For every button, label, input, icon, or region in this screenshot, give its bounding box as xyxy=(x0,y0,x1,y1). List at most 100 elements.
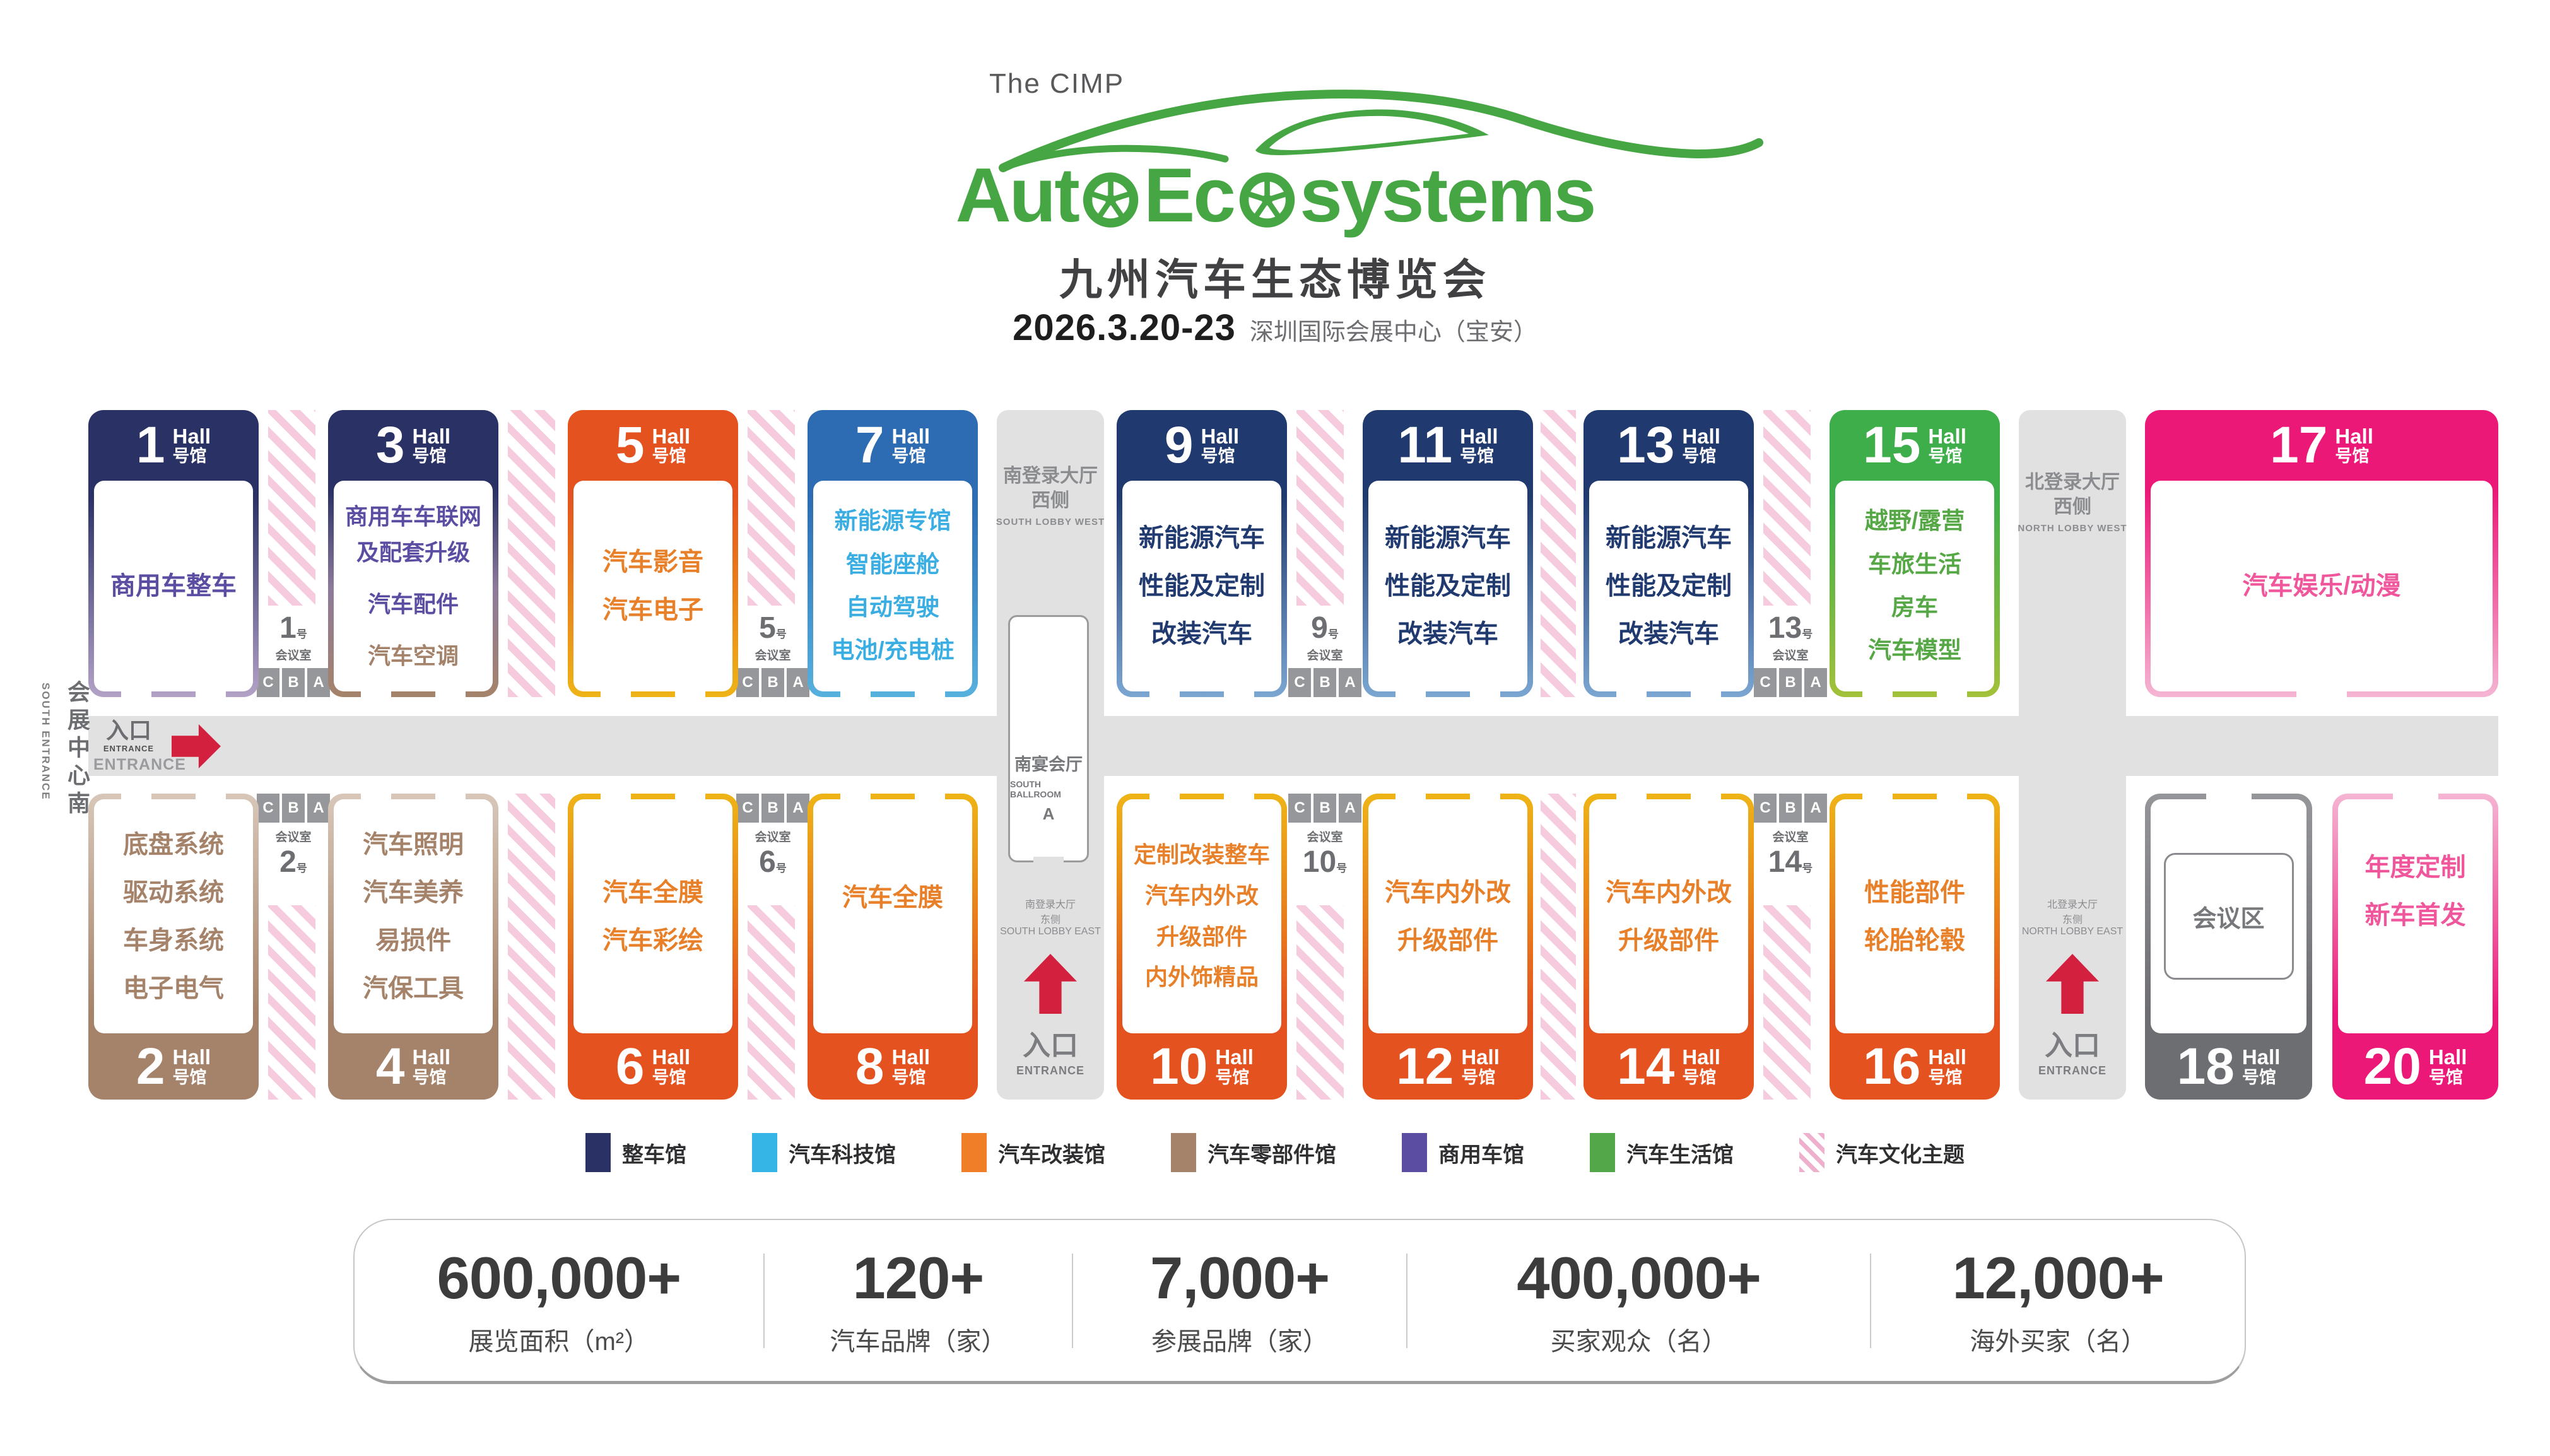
south-lobby-east-cn1: 南登录大厅 xyxy=(1025,900,1076,910)
stat-overseas-buyers-label: 海外买家（名） xyxy=(1970,1327,2147,1356)
hall-6-category: 汽车全膜 xyxy=(602,878,703,907)
conf-14-number: 14 xyxy=(1768,845,1802,879)
culture-stripe xyxy=(268,410,315,606)
culture-stripe xyxy=(748,410,795,606)
expo-venue: 深圳国际会展中心（宝安） xyxy=(1249,319,1537,346)
hall-8-category: 汽车全膜 xyxy=(842,883,943,912)
hall-3-header: 3 Hall 号馆 xyxy=(375,416,451,474)
hall-1-category: 商用车整车 xyxy=(110,572,237,600)
hall-4-category: 易损件 xyxy=(375,926,451,954)
legend-swatch-navy xyxy=(585,1133,611,1172)
stat-divider xyxy=(1406,1253,1407,1348)
stat-overseas-buyers: 12,000+ 海外买家（名） xyxy=(1871,1244,2245,1358)
conf-2-word: 会议室 xyxy=(275,831,312,844)
hall-10-header: 10 Hall 号馆 xyxy=(1150,1037,1254,1095)
hall-3: 3 Hall 号馆 商用车车联网 及配套升级 汽车配件 汽车空调 xyxy=(328,410,498,697)
hall-20-number: 20 xyxy=(2363,1037,2421,1095)
hall-10-category: 定制改装整车 xyxy=(1133,841,1270,867)
hall-18-meeting-area: 会议区 xyxy=(2163,853,2294,980)
hall-12: 汽车内外改 升级部件 12 Hall 号馆 xyxy=(1363,794,1533,1100)
north-entrance-en: ENTRANCE xyxy=(2038,1064,2106,1077)
legend-swatch-blue xyxy=(752,1133,777,1172)
conf-1-hao: 号 xyxy=(296,628,307,640)
wordmark-part-1: Aut xyxy=(955,152,1080,238)
hall-16-category: 性能部件 xyxy=(1864,878,1965,907)
hall-20-category: 年度定制 xyxy=(2365,853,2466,881)
conf-13-hao: 号 xyxy=(1802,628,1813,640)
legend-swatch-orange xyxy=(961,1133,987,1172)
south-lobby-west-label: 南登录大厅 西侧 SOUTH LOBBY WEST xyxy=(984,464,1117,527)
conf-5-word: 会议室 xyxy=(755,649,791,662)
hall-9-category: 性能及定制 xyxy=(1139,572,1265,600)
hall-9: 9 Hall 号馆 新能源汽车 性能及定制 改装汽车 xyxy=(1117,410,1287,697)
south-ballroom-en: SOUTH BALLROOM xyxy=(1010,779,1061,799)
hall-15-category: 房车 xyxy=(1891,594,1938,620)
conf-1-number: 1 xyxy=(279,611,297,645)
conf-6-word: 会议室 xyxy=(755,831,791,844)
hall-6-number: 6 xyxy=(615,1037,645,1095)
hall-11-category: 新能源汽车 xyxy=(1385,524,1511,552)
conf-13-word: 会议室 xyxy=(1772,649,1809,662)
hall-16-number: 16 xyxy=(1863,1037,1921,1095)
conf-room-c: C xyxy=(257,668,279,697)
south-lobby-west-cn1: 南登录大厅 xyxy=(1003,466,1098,486)
conf-6-number: 6 xyxy=(759,845,776,879)
conf-room-a: A xyxy=(787,794,809,823)
conf-room-b: B xyxy=(1313,668,1336,697)
south-lobby-west-en: SOUTH LOBBY WEST xyxy=(996,517,1105,527)
hall-5-number: 5 xyxy=(615,416,645,474)
north-lobby-east-cn2: 东侧 xyxy=(2062,915,2083,925)
south-lobby-west-cn2: 西侧 xyxy=(1031,490,1069,511)
stat-car-brands: 120+ 汽车品牌（家） xyxy=(765,1244,1072,1358)
conf-2-hao: 号 xyxy=(296,862,307,874)
conf-room-c: C xyxy=(1288,668,1311,697)
south-lobby-east-cn2: 东侧 xyxy=(1040,915,1061,925)
hall-17-header: 17 Hall 号馆 xyxy=(2270,416,2373,474)
legend-item-tuning: 汽车改装馆 xyxy=(961,1133,1105,1172)
legend-item-vehicle: 整车馆 xyxy=(585,1133,686,1172)
hall-10-category: 内外饰精品 xyxy=(1144,964,1259,990)
conf-room-a: A xyxy=(787,668,809,697)
hall-18: 会议区 18 Hall 号馆 xyxy=(2145,794,2312,1100)
hall-17: 17 Hall 号馆 汽车娱乐/动漫 xyxy=(2145,410,2498,697)
culture-stripe xyxy=(1541,794,1576,1100)
conf-room-a: A xyxy=(1804,794,1827,823)
culture-stripe xyxy=(508,410,555,697)
wordmark-part-3: systems xyxy=(1300,152,1596,238)
stat-divider xyxy=(763,1253,765,1348)
conf-13-number: 13 xyxy=(1768,611,1802,645)
hall-9-number: 9 xyxy=(1164,416,1194,474)
legend-item-tech: 汽车科技馆 xyxy=(752,1133,896,1172)
hall-7-header: 7 Hall 号馆 xyxy=(855,416,931,474)
main-corridor xyxy=(88,716,2498,776)
hall-12-number: 12 xyxy=(1396,1037,1454,1095)
stat-area-value: 600,000+ xyxy=(437,1244,681,1311)
corridor-entrance-en-big: ENTRANCE xyxy=(93,756,186,773)
hall-2-header: 2 Hall 号馆 xyxy=(136,1037,211,1095)
hall-15: 15 Hall 号馆 越野/露营 车旅生活 房车 汽车模型 xyxy=(1830,410,2000,697)
conf-9-hao: 号 xyxy=(1327,628,1339,640)
south-entrance-en: ENTRANCE xyxy=(1016,1064,1084,1077)
culture-stripe xyxy=(268,905,315,1100)
corridor-entrance-cn: 入口 xyxy=(105,717,151,743)
hall-6-header: 6 Hall 号馆 xyxy=(615,1037,691,1095)
conf-14-word: 会议室 xyxy=(1772,831,1809,844)
conf-10-word: 会议室 xyxy=(1307,831,1343,844)
brand-wordmark: Aut Ec systems xyxy=(955,152,1597,238)
conf-room-a: A xyxy=(307,794,330,823)
conf-14-hao: 号 xyxy=(1802,862,1813,874)
stat-car-brands-label: 汽车品牌（家） xyxy=(830,1327,1007,1356)
legend-item-commercial: 商用车馆 xyxy=(1402,1133,1524,1172)
hall-8: 汽车全膜 8 Hall 号馆 xyxy=(808,794,978,1100)
hall-7: 7 Hall 号馆 新能源专馆 智能座舱 自动驾驶 电池/充电桩 xyxy=(808,410,978,697)
hall-1-number: 1 xyxy=(136,416,165,474)
south-entrance-cn: 入口 xyxy=(1023,1030,1078,1061)
hall-15-number: 15 xyxy=(1863,416,1921,474)
hall-7-category: 智能座舱 xyxy=(846,551,939,577)
conf-9-number: 9 xyxy=(1311,611,1328,645)
hall-2-number: 2 xyxy=(136,1037,165,1095)
legend-item-parts: 汽车零部件馆 xyxy=(1171,1133,1336,1172)
